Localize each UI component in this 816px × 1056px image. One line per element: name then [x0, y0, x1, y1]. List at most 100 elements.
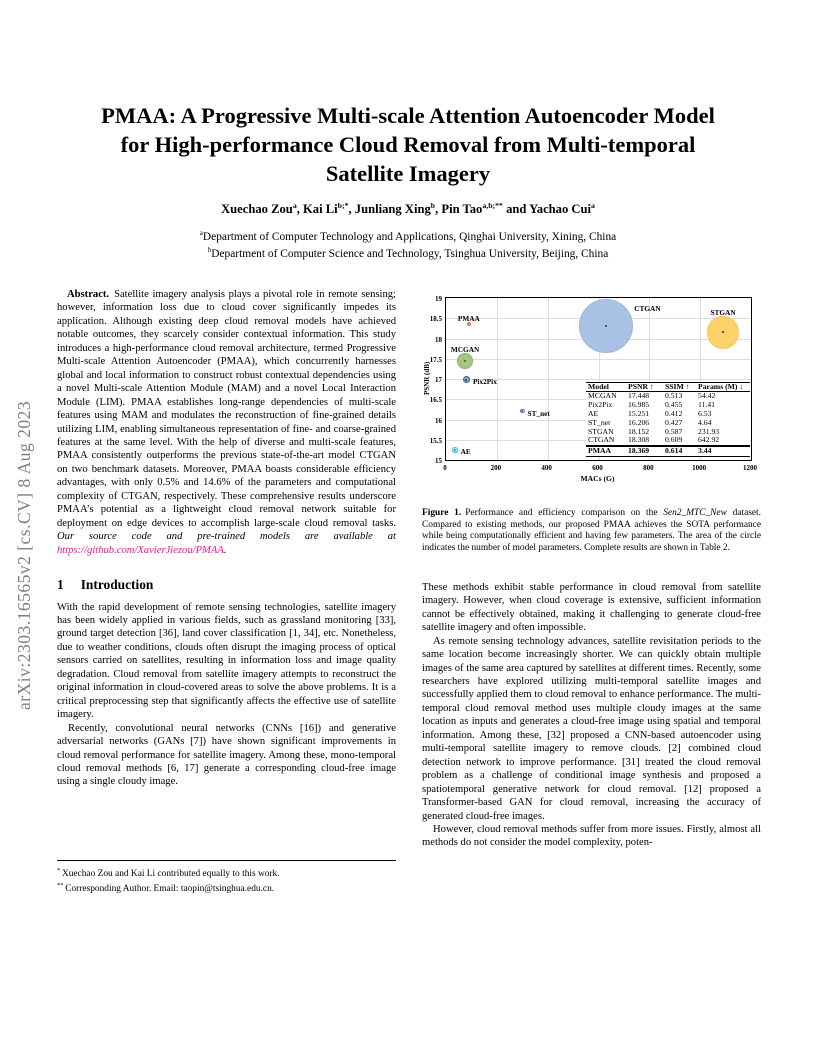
left-column: Abstract. Satellite imagery analysis play…	[57, 288, 396, 789]
bubble-center-dot	[467, 322, 470, 325]
table-cell: 18.308	[628, 436, 650, 445]
figure-caption-post: dataset. Compared to existing methods, o…	[422, 508, 761, 554]
table-cell: 18.369	[626, 445, 663, 458]
abstract-availability: Our source code and pre-trained models a…	[57, 531, 396, 555]
affiliation-text: Department of Computer Technology and Ap…	[202, 230, 617, 243]
arxiv-banner: arXiv:2303.16565v2 [cs.CV] 8 Aug 2023	[14, 400, 34, 710]
affiliation-line: aDepartment of Computer Technology and A…	[57, 229, 759, 246]
figure-caption-label: Figure 1.	[422, 508, 462, 518]
table-cell: 16.985	[628, 401, 650, 410]
paragraph: Recently, convolutional neural networks …	[57, 722, 396, 788]
table-cell: 15.251	[628, 410, 650, 419]
table-cell: 54.42	[698, 391, 716, 401]
table-cell: ST_net	[588, 418, 611, 427]
bubble-label-MCGAN: MCGAN	[450, 344, 480, 354]
table-header-cell: Params (M) ↓	[696, 381, 750, 393]
gridline-horizontal	[446, 358, 751, 360]
bubble-label-ST_net: ST_net	[527, 408, 550, 418]
footnote-rule	[57, 860, 396, 861]
author-name: Junliang Xing	[354, 202, 431, 217]
table-cell: 0.427	[665, 418, 683, 427]
bubble-label-PMAA: PMAA	[457, 313, 480, 323]
paragraph: These methods exhibit stable performance…	[422, 581, 761, 634]
x-axis-label: MACs (G)	[580, 474, 615, 483]
paper-title: PMAA: A Progressive Multi-scale Attentio…	[101, 103, 715, 186]
y-tick-label: 15	[435, 457, 442, 465]
footnote-marker: *	[57, 867, 62, 874]
abstract-label: Abstract.	[67, 289, 110, 300]
footnotes: * Xuechao Zou and Kai Li contributed equ…	[57, 865, 396, 895]
author-name: Yachao Cui	[529, 202, 592, 217]
table-header-cell: Model	[586, 381, 626, 393]
bubble-center-dot	[521, 410, 524, 413]
table-cell: 6.53	[698, 410, 712, 419]
affiliation-superscript: a	[199, 229, 203, 237]
y-tick-label: 17.5	[429, 355, 442, 364]
x-tick-label: 400	[541, 464, 552, 472]
section-title: Introduction	[80, 577, 154, 593]
y-tick-label: 18	[435, 335, 442, 344]
figure-caption: Figure 1. Performance and efficiency comp…	[422, 508, 761, 555]
right-column-paragraphs: These methods exhibit stable performance…	[422, 581, 761, 850]
table-cell: 0.614	[663, 445, 696, 458]
abstract-text: Satellite imagery analysis plays a pivot…	[57, 289, 396, 529]
footnote: * Xuechao Zou and Kai Li contributed equ…	[57, 865, 396, 880]
github-link[interactable]: https://github.com/XavierJiezou/PMAA	[57, 544, 224, 556]
table-row: Pix2Pix 16.985 0.455 11.41	[586, 401, 750, 410]
gridline-horizontal	[446, 379, 751, 380]
table-cell: 16.206	[628, 418, 650, 427]
author-superscript: a	[591, 201, 595, 210]
author-superscript: a,b;**	[482, 201, 503, 210]
y-tick-label: 17	[435, 376, 442, 384]
figure-caption-dataset: Sen2_MTC_New	[663, 508, 727, 518]
table-row: CTGAN 18.308 0.609 642.92	[586, 436, 750, 446]
plot-area: CTGAN STGAN MCGAN Pix2Pix AE ST_net PMAA Model P…	[445, 297, 752, 461]
bubble-center-dot	[722, 331, 725, 334]
bubble-label-CTGAN: CTGAN	[634, 304, 661, 314]
y-tick-label: 15.5	[429, 436, 442, 445]
table-cell: 3.44	[696, 445, 750, 458]
table-row: AE 15.251 0.412 6.53	[586, 410, 750, 419]
bubble-center-dot	[453, 448, 456, 451]
x-tick-label: 800	[643, 464, 654, 472]
x-tick-label: 600	[592, 464, 603, 472]
table-cell: PMAA	[586, 445, 626, 458]
author-name: Kai Li	[303, 202, 338, 217]
table-cell: 642.92	[698, 436, 720, 445]
bubble-label-Pix2Pix: Pix2Pix	[472, 377, 497, 387]
bubble-center-dot	[465, 378, 468, 381]
table-cell: 0.412	[665, 410, 683, 419]
table-cell: 18.152	[628, 427, 650, 436]
table-row: ST_net 16.206 0.427 4.64	[586, 419, 750, 428]
figure-1-chart: PSNR (dB) CTGAN STGAN MCGAN Pix2Pix AE ST_net…	[422, 288, 761, 484]
right-column: PSNR (dB) CTGAN STGAN MCGAN Pix2Pix AE ST_net…	[422, 288, 761, 850]
figure-results-table: Model PSNR ↑ SSIM ↑ Params (M) ↓ MCGAN 17.448…	[586, 381, 750, 458]
table-cell: 231.93	[698, 427, 720, 436]
affiliation-text: Department of Computer Science and Techn…	[211, 247, 609, 260]
table-row-pmaa: PMAA 18.369 0.614 3.44	[586, 445, 750, 458]
abstract: Abstract. Satellite imagery analysis play…	[57, 288, 396, 557]
table-cell: 0.587	[665, 427, 683, 436]
table-row: STGAN 18.152 0.587 231.93	[586, 428, 750, 437]
author-superscript: a	[292, 201, 297, 210]
author-line: Xuechao Zoua, Kai Lib;*, Junliang Xingb,…	[57, 201, 759, 217]
paragraph: With the rapid development of remote sen…	[57, 601, 396, 721]
author-separator: and	[502, 202, 530, 217]
table-header-row: Model PSNR ↑ SSIM ↑ Params (M) ↓	[586, 381, 750, 393]
footnote-text: Xuechao Zou and Kai Li contributed equal…	[61, 869, 280, 880]
bubble-center-dot	[464, 359, 467, 362]
table-cell: 11.41	[698, 401, 716, 410]
x-tick-label: 1000	[692, 464, 707, 472]
x-tick-label: 200	[490, 464, 502, 472]
table-cell: 17.448	[628, 391, 650, 401]
bubble-label-AE: AE	[460, 447, 471, 457]
author-name: Pin Tao	[441, 202, 483, 217]
bubble-label-STGAN: STGAN	[710, 308, 736, 318]
author-name: Xuechao Zou	[221, 202, 293, 217]
author-separator: ,	[348, 202, 355, 217]
footnote-marker: **	[57, 882, 66, 890]
table-cell: 0.455	[665, 401, 683, 410]
affiliation-superscript: b	[207, 245, 212, 254]
table-cell: CTGAN	[588, 436, 615, 445]
